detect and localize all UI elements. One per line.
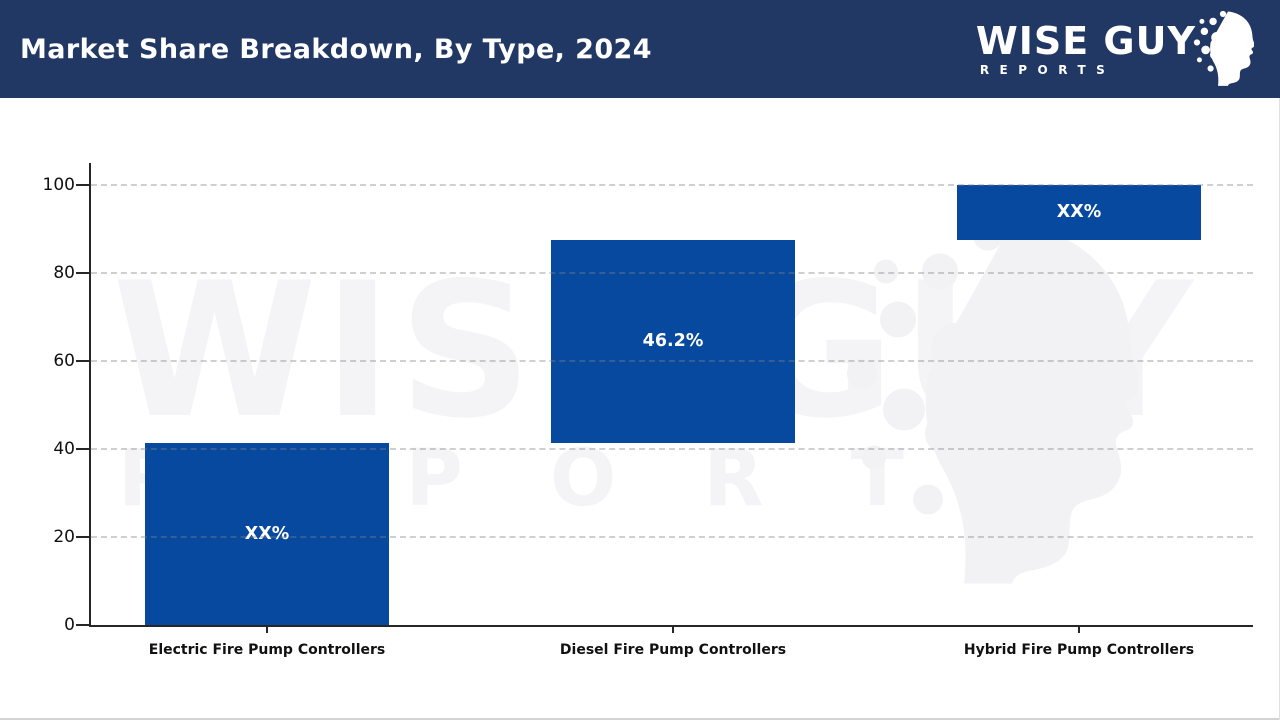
category-label: Electric Fire Pump Controllers — [148, 642, 386, 658]
watermark-head-icon — [838, 215, 1138, 595]
bar-value-label: XX% — [244, 523, 290, 544]
brand-logo: WISE GUY REPORTS — [976, 9, 1254, 89]
gridline-y-80 — [91, 272, 1253, 274]
gridline-y-40 — [91, 448, 1253, 450]
brand-name: WISE GUY — [975, 18, 1196, 63]
brand-logo-text: WISE GUY REPORTS — [976, 22, 1196, 77]
plot-area: 0 20 40 60 80 100 XX% Electric Fire Pump Contro… — [43, 163, 1253, 658]
y-tick-mark — [76, 272, 89, 274]
y-tick-mark — [76, 184, 89, 186]
y-tick-mark — [76, 360, 89, 362]
y-tick-label: 40 — [53, 439, 75, 459]
bar-value-label: 46.2% — [642, 331, 704, 352]
bar-segment: 46.2% — [551, 239, 795, 443]
x-tick-mark — [672, 627, 674, 633]
category-label: Hybrid Fire Pump Controllers — [963, 642, 1195, 658]
gridline-y-20 — [91, 536, 1253, 538]
y-tick-mark — [76, 448, 89, 450]
brand-head-icon — [1192, 9, 1254, 89]
gridline-y-60 — [91, 360, 1253, 362]
y-tick-mark — [76, 624, 89, 626]
x-tick-mark — [1078, 627, 1080, 633]
brand-subtitle: REPORTS — [979, 62, 1116, 77]
page-bottom-border — [0, 718, 1280, 720]
y-tick-label: 80 — [53, 263, 75, 283]
category-label: Diesel Fire Pump Controllers — [559, 642, 787, 658]
y-tick-label: 100 — [42, 175, 75, 195]
y-tick-mark — [76, 536, 89, 538]
header-bar: Market Share Breakdown, By Type, 2024 WI… — [0, 0, 1280, 98]
bar-value-label: XX% — [1056, 202, 1102, 223]
y-tick-label: 60 — [53, 351, 75, 371]
y-tick-label: 0 — [64, 615, 75, 635]
x-tick-mark — [266, 627, 268, 633]
gridline-y-100 — [91, 184, 1253, 186]
y-tick-label: 20 — [53, 527, 75, 547]
bar-segment: XX% — [145, 442, 389, 625]
page-title: Market Share Breakdown, By Type, 2024 — [20, 33, 652, 65]
bar-segment: XX% — [957, 185, 1201, 240]
